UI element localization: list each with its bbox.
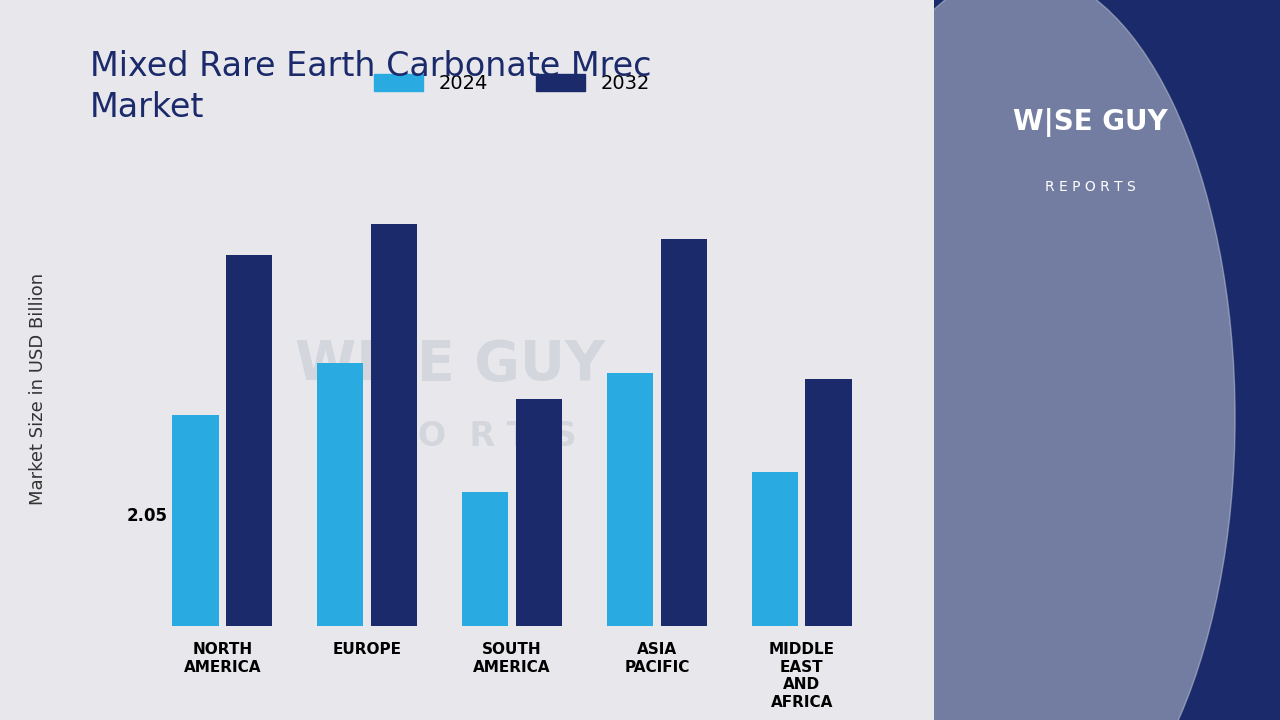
Text: 2.05: 2.05 xyxy=(127,508,168,526)
Bar xyxy=(225,255,273,626)
Bar xyxy=(371,224,417,626)
Text: WISE GUY: WISE GUY xyxy=(296,338,605,392)
Text: R E P O R T S: R E P O R T S xyxy=(1044,180,1135,194)
Text: W|SE GUY: W|SE GUY xyxy=(1012,108,1167,137)
Bar xyxy=(173,415,219,626)
Legend: 2024, 2032: 2024, 2032 xyxy=(366,66,658,101)
Bar xyxy=(462,492,508,626)
Bar xyxy=(805,379,851,626)
Text: Mixed Rare Earth Carbonate Mrec
Market: Mixed Rare Earth Carbonate Mrec Market xyxy=(90,50,652,124)
Bar xyxy=(751,472,799,626)
Bar xyxy=(660,239,707,626)
Bar xyxy=(317,363,364,626)
Bar xyxy=(607,374,653,626)
Circle shape xyxy=(806,0,1235,720)
Bar xyxy=(516,399,562,626)
Text: E  P  O  R T  S: E P O R T S xyxy=(324,420,577,453)
Text: Market Size in USD Billion: Market Size in USD Billion xyxy=(29,273,47,505)
